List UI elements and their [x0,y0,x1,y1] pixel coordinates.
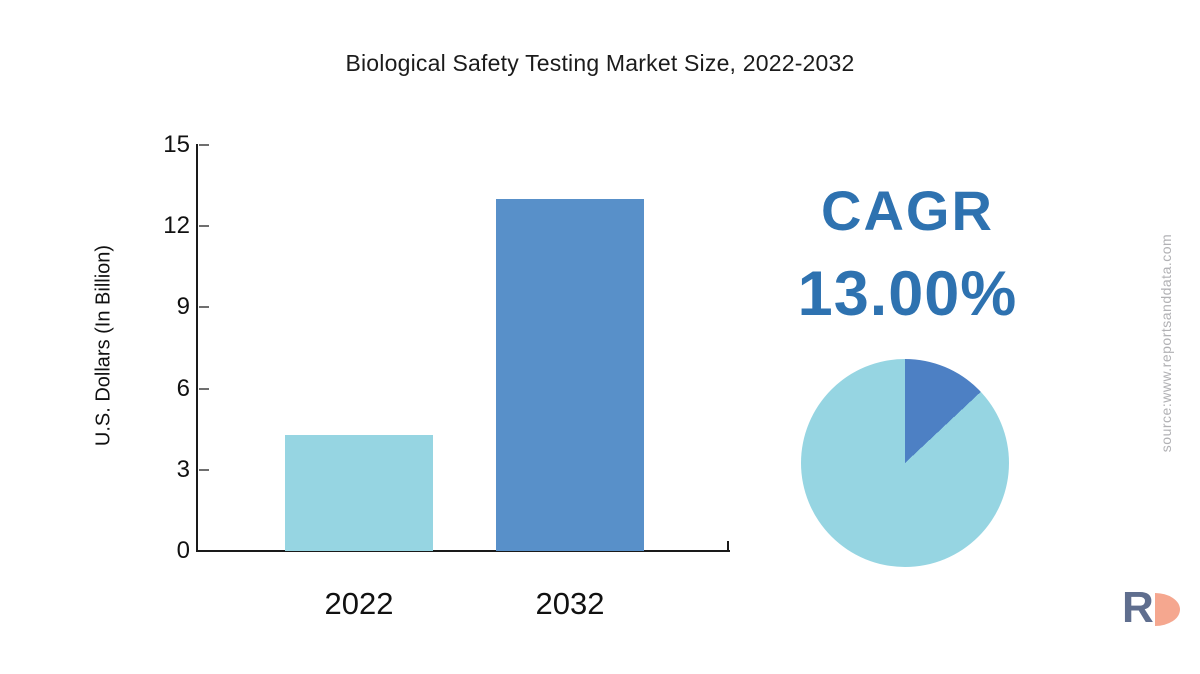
y-tick-mark [199,387,209,390]
y-tick-label: 12 [163,212,190,240]
bar-2022 [285,434,433,551]
x-axis-line [196,550,730,552]
bar-2032 [496,199,644,551]
cagr-pie-chart [801,359,1009,567]
y-tick-mark [199,144,209,146]
source-watermark-text: source:www.reportsanddata.com [1158,233,1174,453]
cagr-label: CAGR [821,179,994,242]
y-tick-label: 9 [176,293,190,321]
y-tick-label: 15 [163,131,190,158]
y-axis-line [196,144,198,552]
brand-logo: R [1122,583,1186,632]
x-axis-end-tick [727,541,729,551]
logo-d-shape-icon [1155,593,1180,626]
chart-title: Biological Safety Testing Market Size, 2… [345,50,855,76]
y-tick-mark [199,468,209,471]
y-tick-mark [199,225,209,228]
y-tick-label: 6 [176,374,190,402]
logo-letter-r: R [1122,583,1154,632]
x-category-label-2032: 2032 [535,586,605,621]
x-category-label-2022: 2022 [324,586,394,621]
y-tick-mark [199,306,209,309]
y-tick-label: 0 [176,537,190,564]
y-axis-label: U.S. Dollars (In Billion) [92,244,115,447]
y-tick-label: 3 [176,455,190,483]
cagr-value: 13.00% [797,259,1018,329]
